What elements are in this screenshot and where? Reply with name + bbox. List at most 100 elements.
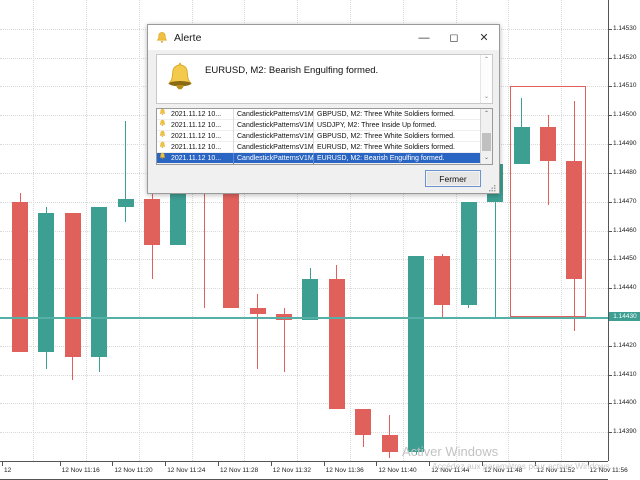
candlestick xyxy=(566,0,583,461)
price-tick-label: 1.14450 xyxy=(613,255,637,263)
maximize-button[interactable]: ◻ xyxy=(449,32,459,44)
time-tick xyxy=(587,462,589,466)
candlestick xyxy=(408,0,424,461)
current-price-badge: 1.14430 xyxy=(609,312,640,322)
time-tick xyxy=(376,462,378,466)
alert-list-row[interactable]: 2021.11.12 10... CandlestickPatternsV1M..… xyxy=(157,109,492,120)
grid-line-vertical xyxy=(508,0,510,461)
candlestick xyxy=(302,0,319,461)
price-tick-label: 1.14410 xyxy=(613,370,637,378)
dialog-titlebar[interactable]: Alerte — ◻ ✕ xyxy=(148,25,499,51)
candle-body xyxy=(566,161,583,280)
grid-line-horizontal xyxy=(0,374,608,376)
dialog-body: EURUSD, M2: Bearish Engulfing formed. ⌃ … xyxy=(148,50,499,193)
candle-body xyxy=(302,279,319,320)
list-scrollbar[interactable]: ⌃ ⌄ xyxy=(480,109,492,164)
candle-body xyxy=(381,435,398,453)
grid-line-horizontal xyxy=(0,259,608,261)
scroll-down-icon[interactable]: ⌄ xyxy=(481,153,492,164)
time-tick xyxy=(534,462,536,466)
price-axis[interactable]: 1.14530 1.14520 1.14510 1.14500 1.14490 1.144… xyxy=(608,0,640,461)
candle-body xyxy=(38,213,55,352)
alert-rows-container: 2021.11.12 10... CandlestickPatternsV1M..… xyxy=(157,109,492,164)
bell-icon xyxy=(157,141,168,153)
grid-line-vertical xyxy=(402,0,404,461)
price-tick-label: 1.14440 xyxy=(613,284,637,292)
dialog-button-row: Fermer xyxy=(148,168,499,194)
time-tick-label: 12 Nov 11:36 xyxy=(325,467,364,474)
price-tick xyxy=(609,86,612,88)
grid-line-horizontal xyxy=(0,432,608,434)
price-tick-label: 1.14500 xyxy=(613,111,637,119)
candlestick xyxy=(381,0,398,461)
price-tick xyxy=(609,374,612,376)
alert-list-row[interactable]: 2021.11.12 10... CandlestickPatternsV1M..… xyxy=(157,119,492,131)
time-tick-label: 12 Nov 11:16 xyxy=(61,467,100,474)
alert-list-row[interactable]: 2021.11.12 10... CandlestickPatternsV1M..… xyxy=(157,152,492,164)
candlestick xyxy=(117,0,134,461)
candlestick xyxy=(91,0,108,461)
price-tick-label: 1.14490 xyxy=(613,140,637,148)
time-tick-label: 12 Nov 11:24 xyxy=(167,467,206,474)
grid-line-horizontal xyxy=(0,345,608,347)
candlestick xyxy=(38,0,55,461)
candlestick xyxy=(144,0,160,461)
alert-row-message: GBPUSD, M2: Three White Soldiers formed. xyxy=(317,110,455,118)
time-tick-label: 12 Nov 11:44 xyxy=(431,467,470,474)
time-tick-label: 12 Nov 11:48 xyxy=(484,467,523,474)
bell-icon xyxy=(157,119,168,131)
price-tick xyxy=(609,403,612,405)
alert-row-source: CandlestickPatternsV1M... xyxy=(234,109,314,120)
scroll-up-icon[interactable]: ⌃ xyxy=(481,109,492,120)
alert-row-message: GBPUSD, M2: Three White Soldiers formed. xyxy=(317,132,455,140)
scrollbar-thumb[interactable] xyxy=(482,133,491,151)
candle-wick xyxy=(257,293,259,369)
price-tick xyxy=(609,28,612,30)
candle-body xyxy=(12,201,28,352)
grid-line-vertical xyxy=(350,0,351,461)
price-tick-label: 1.14460 xyxy=(613,226,637,234)
alert-row-source: CandlestickPatternsV1M... xyxy=(234,152,314,164)
candle-body xyxy=(513,126,530,165)
time-tick xyxy=(270,462,272,466)
alert-list-row[interactable]: 2021.11.12 10... CandlestickPatternsV1M..… xyxy=(157,130,492,142)
price-tick-label: 1.14420 xyxy=(613,341,637,349)
candle-body xyxy=(460,201,477,306)
grid-line-vertical xyxy=(191,0,193,461)
resize-grip[interactable] xyxy=(487,181,497,192)
bell-icon xyxy=(156,31,168,45)
price-tick-label: 1.14480 xyxy=(613,168,637,176)
price-tick-label: 1.14470 xyxy=(613,197,637,205)
time-tick-label: 12 Nov 11:28 xyxy=(220,467,259,474)
close-icon[interactable]: ✕ xyxy=(479,32,489,44)
time-tick-label: 12 Nov 11:20 xyxy=(114,467,153,474)
alert-list-row[interactable]: 2021.11.12 10... CandlestickPatternsV1M..… xyxy=(157,141,492,153)
time-tick-label: 12 Nov 11:40 xyxy=(378,467,417,474)
alert-row-source: CandlestickPatternsV1M... xyxy=(234,141,314,153)
minimize-button[interactable]: — xyxy=(418,31,430,44)
candlestick xyxy=(328,0,345,461)
alert-message-pane: EURUSD, M2: Bearish Engulfing formed. ⌃ … xyxy=(156,54,493,104)
bell-icon xyxy=(167,62,193,96)
time-axis[interactable]: 12 12 Nov 11:16 12 Nov 11:20 12 Nov 11:24 12… xyxy=(0,461,628,480)
alert-row-time: 2021.11.12 10... xyxy=(168,119,234,131)
price-tick xyxy=(609,144,612,146)
alert-row-time: 2021.11.12 10... xyxy=(168,109,234,120)
grid-line-horizontal xyxy=(0,201,608,203)
alert-dialog[interactable]: Alerte — ◻ ✕ EURUSD, M2: Bearish Engulfi… xyxy=(147,24,500,194)
scroll-down-icon[interactable]: ⌄ xyxy=(483,94,490,100)
time-tick-label: 12 Nov 11:52 xyxy=(536,467,575,474)
time-tick xyxy=(112,462,114,466)
candlestick xyxy=(513,0,530,461)
bell-icon xyxy=(157,130,168,142)
grid-line-vertical xyxy=(138,0,140,461)
alert-row-time: 2021.11.12 10... xyxy=(168,130,234,142)
scroll-up-icon[interactable]: ⌃ xyxy=(483,57,490,63)
alert-list[interactable]: 2021.11.12 10... CandlestickPatternsV1M..… xyxy=(156,108,493,165)
candle-body xyxy=(540,126,556,162)
message-scrollbar[interactable]: ⌃ ⌄ xyxy=(480,55,492,103)
candle-body xyxy=(276,314,292,320)
alert-row-source: CandlestickPatternsV1M... xyxy=(234,119,314,131)
candlestick xyxy=(276,0,292,461)
close-button[interactable]: Fermer xyxy=(425,170,481,187)
